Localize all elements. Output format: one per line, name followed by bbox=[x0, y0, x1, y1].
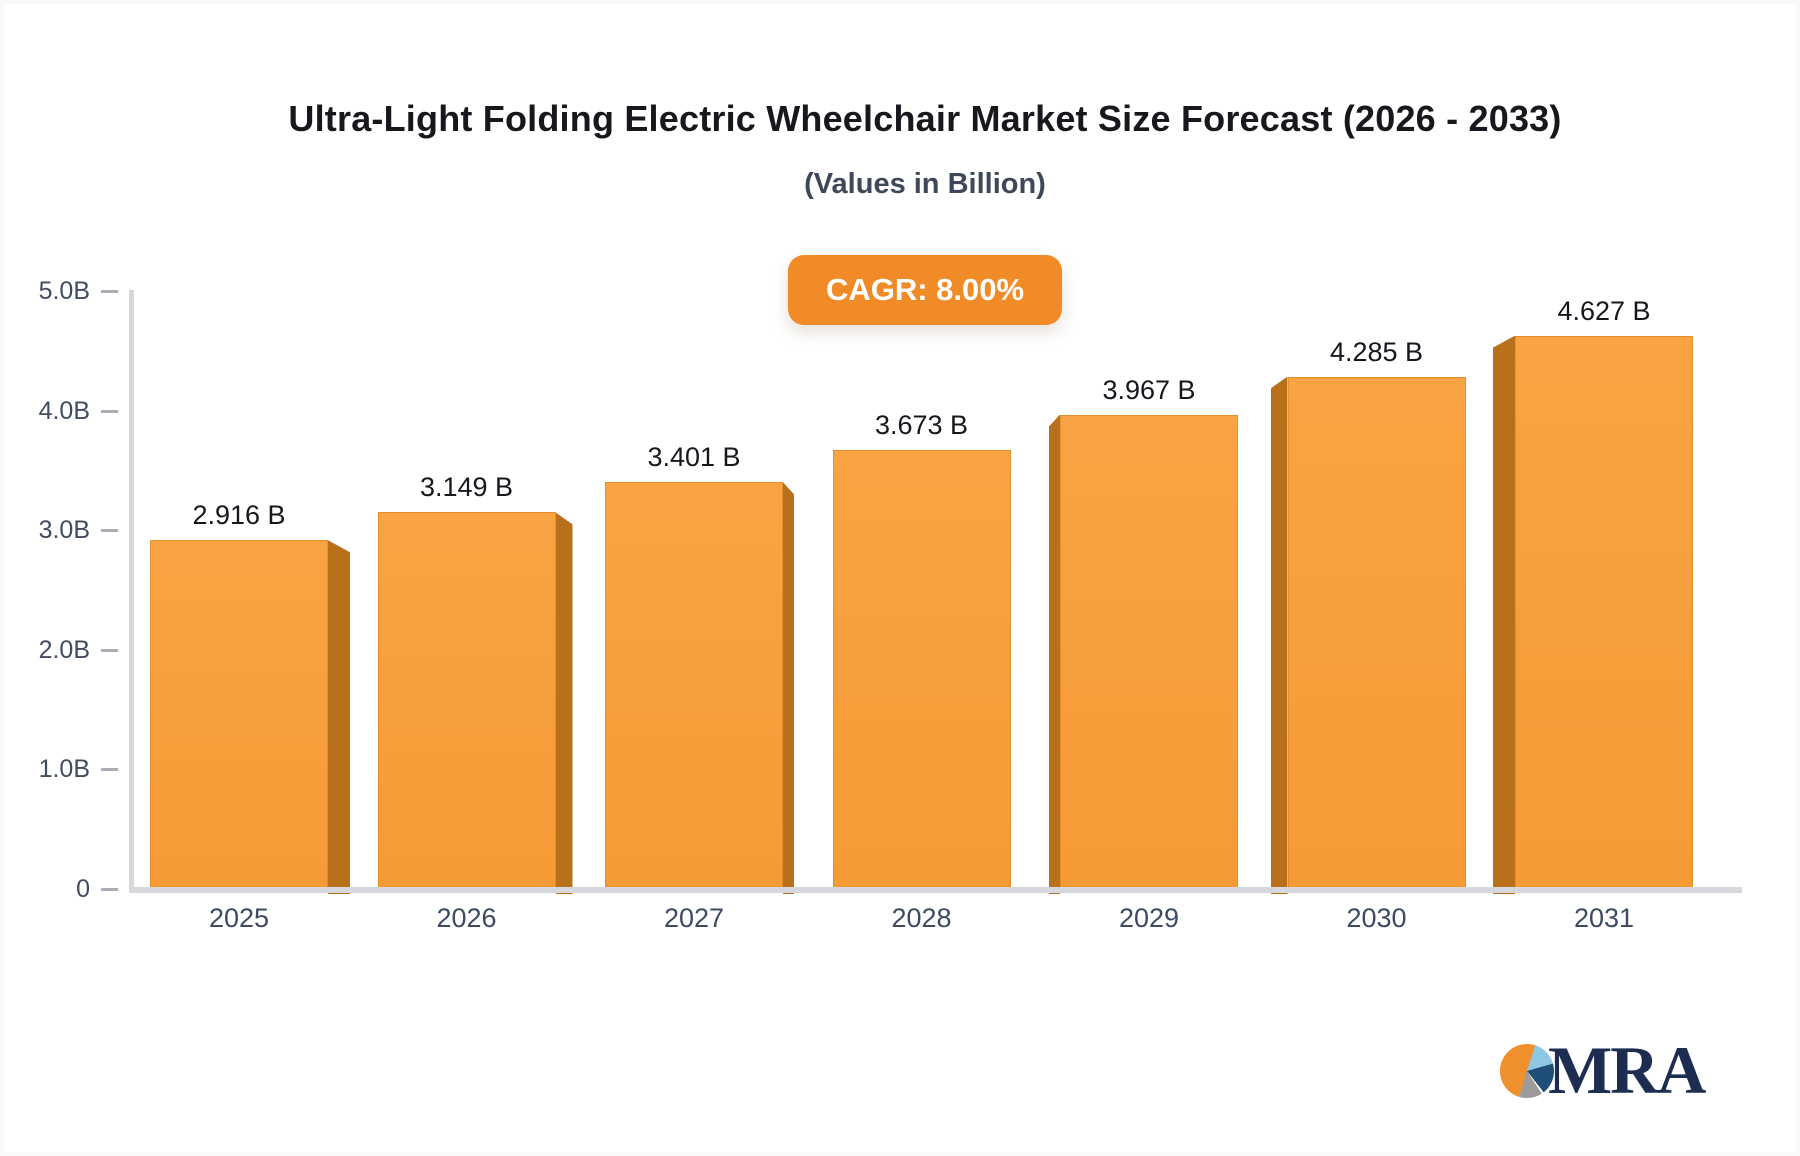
y-axis-tick-label: 1.0B bbox=[38, 755, 90, 784]
bar-3d-side-2029 bbox=[1049, 414, 1060, 894]
x-axis-label-2029: 2029 bbox=[1118, 903, 1180, 933]
bar-3d-side-2031 bbox=[1493, 335, 1515, 894]
bar-3d-side-2025 bbox=[328, 540, 350, 894]
bar-value-label-2026: 3.149 B bbox=[419, 472, 514, 503]
bar-2031 bbox=[1515, 335, 1693, 891]
x-axis-label-2027: 2027 bbox=[663, 903, 725, 933]
y-axis-tick-mark bbox=[101, 648, 118, 652]
y-axis-tick-label: 5.0B bbox=[38, 277, 90, 305]
bar-value-label-2030: 4.285 B bbox=[1329, 336, 1424, 367]
y-axis-tick-mark bbox=[101, 888, 118, 891]
bar-2027 bbox=[605, 482, 783, 891]
y-axis-line bbox=[129, 290, 134, 889]
bar-2026 bbox=[377, 512, 556, 891]
pie-chart-logo-icon bbox=[1500, 1044, 1554, 1098]
y-axis-tick-mark bbox=[101, 768, 118, 772]
x-axis-label-2028: 2028 bbox=[891, 903, 952, 933]
x-axis-label-2031: 2031 bbox=[1573, 903, 1635, 933]
bar-3d-side-2027 bbox=[783, 482, 794, 894]
y-axis-tick-mark bbox=[101, 409, 118, 413]
y-axis-tick-label: 2.0B bbox=[38, 635, 90, 664]
y-axis-tick-label: 0 bbox=[76, 875, 90, 903]
bar-2028 bbox=[832, 449, 1011, 891]
y-axis-tick-mark bbox=[101, 290, 118, 293]
bar-value-label-2031: 4.627 B bbox=[1557, 295, 1651, 326]
logo-text: MRA bbox=[1548, 1032, 1706, 1108]
x-axis-label-2025: 2025 bbox=[208, 903, 270, 933]
bar-2029 bbox=[1060, 414, 1238, 891]
y-axis-tick-label: 3.0B bbox=[38, 516, 90, 545]
y-axis-tick-mark bbox=[101, 529, 118, 533]
bar-value-label-2025: 2.916 B bbox=[192, 500, 286, 531]
cagr-badge: CAGR: 8.00% bbox=[788, 255, 1062, 325]
mra-logo: MRA bbox=[1500, 1032, 1706, 1108]
bar-value-label-2029: 3.967 B bbox=[1102, 374, 1196, 405]
y-axis-tick-label: 4.0B bbox=[38, 396, 90, 425]
bar-2030 bbox=[1287, 376, 1466, 891]
bar-3d-side-2026 bbox=[555, 512, 573, 894]
chart-subtitle: (Values in Billion) bbox=[804, 168, 1046, 200]
bar-value-label-2028: 3.673 B bbox=[874, 409, 969, 440]
bar-value-label-2027: 3.401 B bbox=[647, 442, 741, 473]
bar-2025 bbox=[150, 540, 328, 891]
x-axis-baseline bbox=[129, 887, 1742, 893]
x-axis-label-2026: 2026 bbox=[436, 903, 497, 933]
x-axis-label-2030: 2030 bbox=[1346, 903, 1407, 933]
chart-card: Ultra-Light Folding Electric Wheelchair … bbox=[4, 4, 1796, 1152]
chart-title: Ultra-Light Folding Electric Wheelchair … bbox=[288, 98, 1562, 139]
bar-3d-side-2030 bbox=[1270, 376, 1288, 894]
